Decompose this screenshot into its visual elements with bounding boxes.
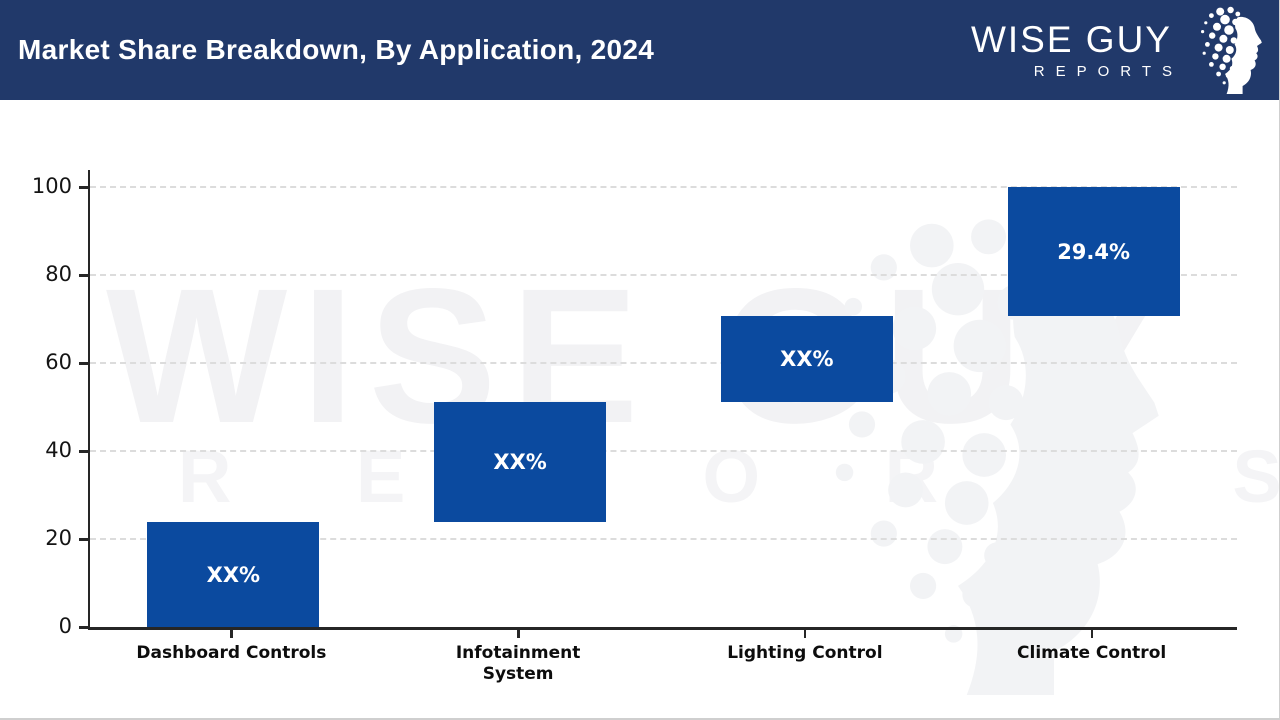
y-tick-label-60: 60: [45, 350, 72, 374]
bar-infotainment-system: XX%: [434, 401, 607, 523]
gridline-60: [90, 362, 1237, 364]
x-tick-label-infotainment-system: Infotainment System: [455, 643, 581, 684]
bar-dashboard-controls: XX%: [147, 522, 320, 627]
x-tick-mark-lighting-control: [803, 630, 807, 638]
y-tick-mark-40: [79, 450, 88, 453]
gridline-40: [90, 450, 1237, 452]
y-tick-mark-0: [79, 626, 88, 629]
wiseguy-head-logo-icon: [1201, 6, 1262, 94]
bar-value-label: 29.4%: [1057, 239, 1131, 264]
bar-value-label: XX%: [206, 562, 261, 587]
plot-area: XX% XX% XX% 29.4%: [88, 170, 1237, 630]
y-tick-label-20: 20: [45, 526, 72, 550]
x-tick-label-lighting-control: Lighting Control: [727, 643, 883, 663]
y-tick-mark-60: [79, 362, 88, 365]
header-bar: Market Share Breakdown, By Application, …: [0, 0, 1279, 100]
wiseguy-logo: WISE GUY REPORTS: [970, 6, 1279, 94]
bar-value-label: XX%: [780, 347, 834, 372]
y-tick-label-100: 100: [31, 174, 72, 198]
y-tick-label-40: 40: [45, 438, 72, 462]
gridline-20: [90, 538, 1237, 540]
y-tick-label-80: 80: [45, 262, 72, 286]
x-tick-label-climate-control: Climate Control: [1017, 643, 1167, 663]
y-tick-label-0: 0: [58, 614, 72, 638]
gridline-100: [90, 186, 1237, 188]
page-title: Market Share Breakdown, By Application, …: [18, 34, 655, 65]
x-tick-mark-climate-control: [1090, 630, 1094, 638]
x-tick-mark-infotainment-system: [517, 630, 520, 638]
y-tick-mark-100: [79, 186, 88, 189]
bar-climate-control: 29.4%: [1007, 187, 1180, 317]
logo-brand-sub: REPORTS: [1033, 63, 1183, 80]
logo-brand-name: WISE GUY: [970, 19, 1172, 60]
bar-lighting-control: XX%: [720, 316, 893, 402]
y-tick-mark-80: [79, 274, 88, 277]
x-tick-mark-dashboard-controls: [230, 630, 233, 638]
x-tick-label-dashboard-controls: Dashboard Controls: [136, 643, 327, 663]
gridline-80: [90, 274, 1237, 276]
bar-value-label: XX%: [493, 450, 547, 474]
y-tick-mark-20: [79, 538, 88, 541]
